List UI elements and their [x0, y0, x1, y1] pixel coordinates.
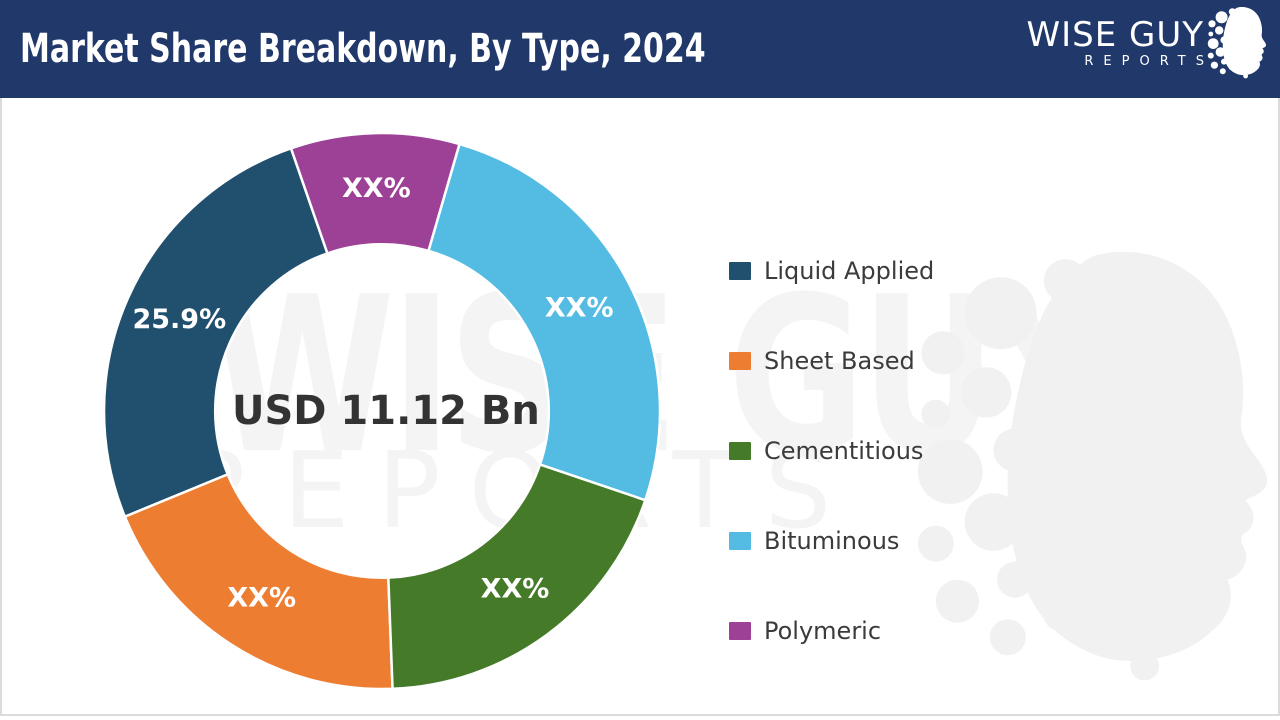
legend-item-sheet-based: Sheet Based	[729, 346, 934, 376]
legend-label-polymeric: Polymeric	[764, 617, 882, 645]
chart-area: WISE GUY REPORTS 25.9% XX% XX% XX% XX% USD 1…	[0, 98, 1280, 716]
segment-value-label-polymeric: XX%	[342, 173, 411, 204]
legend-label-liquid-applied: Liquid Applied	[764, 257, 935, 285]
donut-segment-cementitious	[387, 463, 647, 691]
brand-name: WISE GUY	[1026, 15, 1204, 55]
donut-center-value: USD 11.12 Bn	[232, 388, 540, 434]
brand-logo: WISE GUY REPORTS	[1026, 4, 1266, 82]
legend-label-sheet-based: Sheet Based	[764, 347, 915, 375]
legend-swatch-polymeric	[729, 622, 751, 640]
legend-item-bituminous: Bituminous	[729, 526, 934, 556]
donut-segment-liquid-applied	[102, 147, 329, 518]
donut-segment-bituminous	[427, 142, 662, 502]
legend-label-bituminous: Bituminous	[764, 527, 900, 555]
segment-value-label-sheet-based: XX%	[227, 583, 296, 614]
legend-swatch-liquid-applied	[729, 262, 751, 280]
legend-swatch-cementitious	[729, 442, 751, 460]
legend-label-cementitious: Cementitious	[764, 437, 924, 465]
brand-logo-text: WISE GUY REPORTS	[1026, 17, 1204, 69]
watermark-face-icon	[917, 251, 1267, 681]
segment-value-label-cementitious: XX%	[481, 574, 550, 605]
legend-item-cementitious: Cementitious	[729, 436, 934, 466]
brand-face-icon	[1207, 6, 1266, 79]
donut-chart: 25.9% XX% XX% XX% XX%	[102, 131, 662, 691]
donut-segment-sheet-based	[123, 473, 394, 691]
donut-segment-polymeric	[289, 131, 461, 255]
page-title: Market Share Breakdown, By Type, 2024	[20, 26, 706, 72]
segment-value-label-liquid-applied: 25.9%	[132, 304, 226, 335]
chart-legend: Liquid Applied Sheet Based Cementitious Bit…	[729, 256, 934, 706]
legend-swatch-sheet-based	[729, 352, 751, 370]
header-bar: Market Share Breakdown, By Type, 2024 WI…	[0, 0, 1280, 98]
legend-swatch-bituminous	[729, 532, 751, 550]
legend-item-liquid-applied: Liquid Applied	[729, 256, 934, 286]
legend-item-polymeric: Polymeric	[729, 616, 934, 646]
brand-subname: REPORTS	[1084, 54, 1214, 69]
segment-value-label-bituminous: XX%	[545, 293, 614, 324]
